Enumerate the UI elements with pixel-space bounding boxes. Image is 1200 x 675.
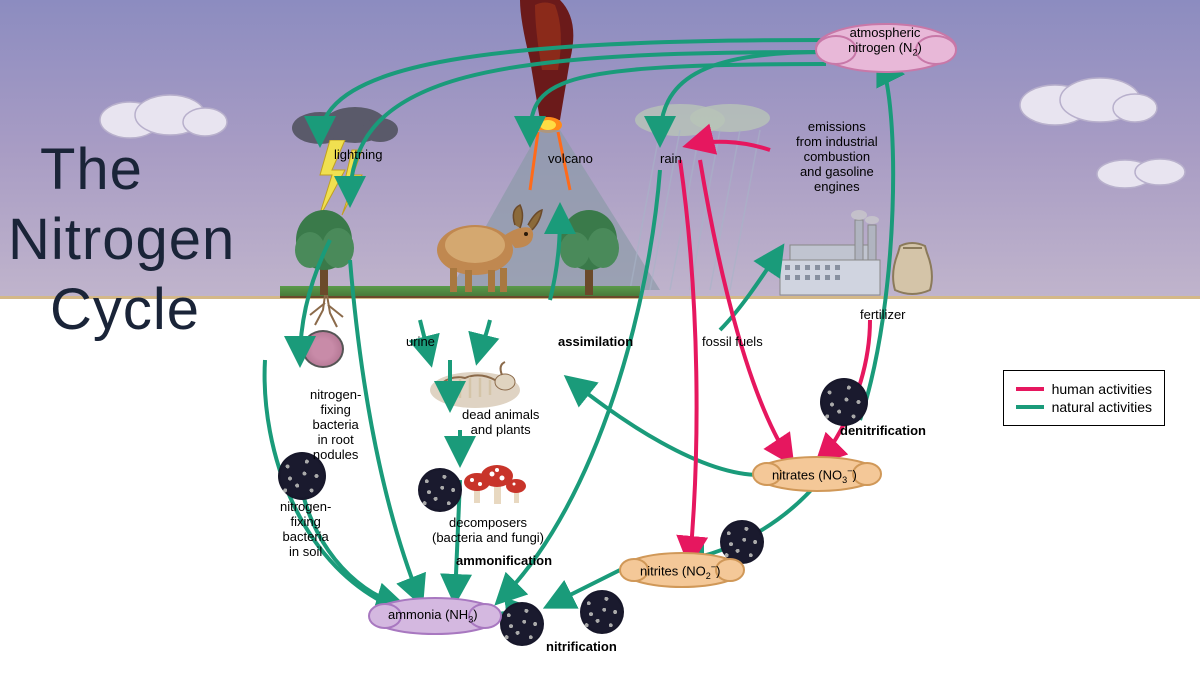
- rain-icon: [620, 100, 790, 300]
- title-line2: Nitrogen: [8, 208, 235, 272]
- ammonia-label: ammonia (NH3): [388, 608, 478, 625]
- root-nodule-icon: [302, 330, 344, 368]
- bacteria-icon: [580, 590, 624, 634]
- goat-icon: [420, 190, 550, 300]
- label-assimilation: assimilation: [558, 335, 633, 350]
- label-dead_animals: dead animalsand plants: [462, 408, 539, 438]
- label-emissions: emissionsfrom industrialcombustionand ga…: [796, 120, 878, 195]
- label-fossil_fuels: fossil fuels: [702, 335, 763, 350]
- label-fertilizer: fertilizer: [860, 308, 906, 323]
- atmospheric-n2-label: atmosphericnitrogen (N2): [830, 26, 940, 58]
- nitrites-label: nitrites (NO2−): [640, 562, 720, 581]
- label-volcano: volcano: [548, 152, 593, 167]
- title-line3: Cycle: [50, 278, 200, 342]
- fertilizer-sack-icon: [885, 238, 940, 300]
- label-urine: urine: [406, 335, 435, 350]
- tree-icon: [555, 200, 625, 300]
- label-decomposers: decomposers(bacteria and fungi): [432, 516, 544, 546]
- bacteria-icon: [418, 468, 462, 512]
- label-nitrification: nitrification: [546, 640, 617, 655]
- dead-animal-icon: [420, 350, 530, 410]
- legend-swatch: [1016, 387, 1044, 391]
- label-n_fixing_root: nitrogen-fixingbacteriain rootnodules: [310, 388, 361, 463]
- mushrooms-icon: [460, 460, 530, 510]
- label-denitrification: denitrification: [840, 424, 926, 439]
- legend-label: natural activities: [1052, 399, 1152, 415]
- tree-icon: [290, 200, 360, 300]
- label-rain: rain: [660, 152, 682, 167]
- cloud-decoration: [1090, 150, 1190, 190]
- legend-label: human activities: [1052, 381, 1152, 397]
- cloud-decoration: [1010, 70, 1160, 130]
- legend-item-natural: natural activities: [1016, 399, 1152, 415]
- natural-arrow: [570, 380, 760, 475]
- label-ammonification: ammonification: [456, 554, 552, 569]
- legend-item-human: human activities: [1016, 381, 1152, 397]
- nitrates-label: nitrates (NO3−): [772, 466, 857, 485]
- legend: human activities natural activities: [1003, 370, 1165, 426]
- legend-swatch: [1016, 405, 1044, 409]
- roots-icon: [295, 295, 355, 335]
- label-lightning: lightning: [334, 148, 382, 163]
- title-line1: The: [40, 138, 143, 202]
- cloud-decoration: [90, 90, 230, 140]
- factory-icon: [770, 210, 890, 300]
- label-n_fixing_soil: nitrogen-fixingbacteriain soil: [280, 500, 331, 560]
- bacteria-icon: [820, 378, 868, 426]
